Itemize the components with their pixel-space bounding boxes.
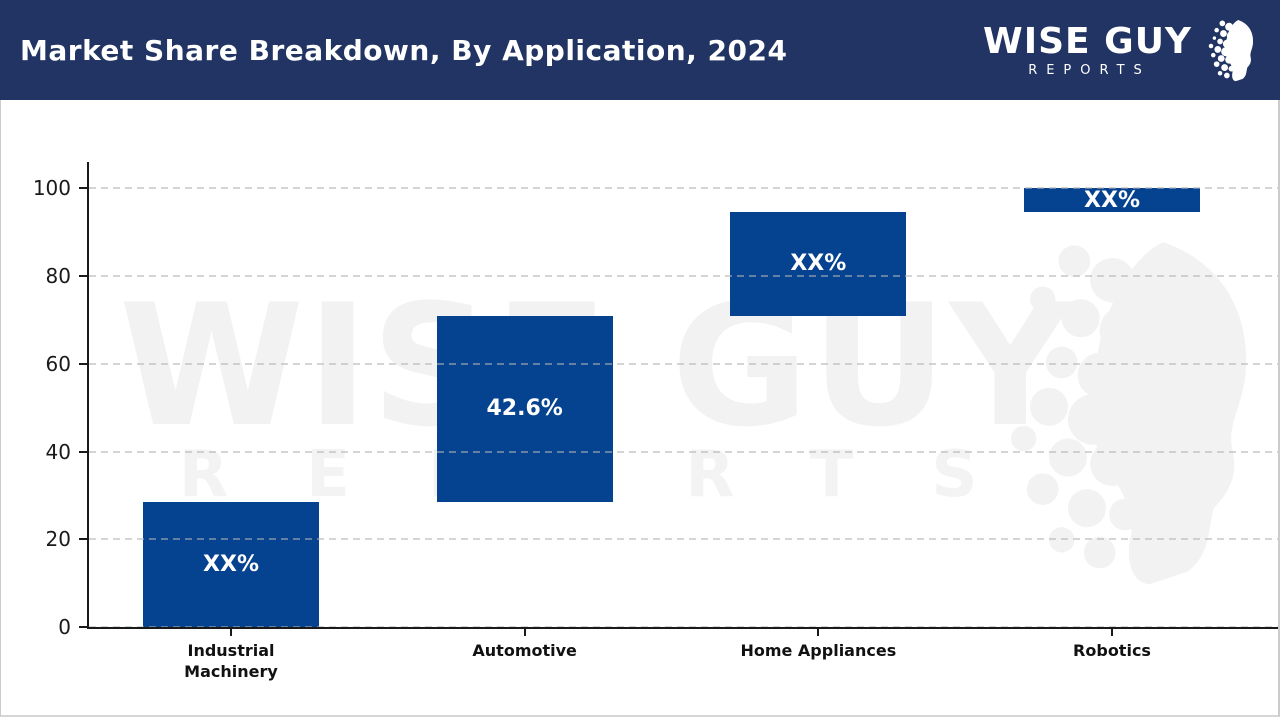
y-gridline — [89, 275, 1278, 278]
y-tick-label: 80 — [45, 264, 71, 289]
x-tick-mark — [1111, 629, 1113, 636]
brand-subname: REPORTS — [1028, 62, 1151, 78]
bar-segment: XX% — [1024, 187, 1200, 213]
y-tick-label: 0 — [58, 615, 71, 639]
y-gridline — [89, 450, 1278, 453]
bar-value-label: XX% — [790, 251, 847, 277]
x-axis-line — [87, 627, 1278, 629]
x-tick-mark — [523, 629, 526, 636]
y-tick-label: 60 — [45, 351, 71, 376]
y-tick-mark — [79, 450, 87, 453]
x-tick-mark — [817, 629, 820, 636]
y-gridline — [89, 362, 1278, 365]
y-gridline — [89, 187, 1278, 190]
bar-segment: XX% — [143, 502, 319, 627]
waterfall-chart: 0 20 40 60 80 100 XX% Industrial Machinery 42.6%… — [1, 100, 1278, 715]
y-tick-label: 100 — [32, 176, 71, 201]
bar-value-label: XX% — [1084, 187, 1140, 213]
y-tick-mark — [79, 362, 87, 365]
brand-logo: WISE GUY REPORTS — [983, 14, 1262, 86]
wise-guy-face-icon — [1208, 19, 1254, 82]
y-tick-mark — [79, 538, 87, 541]
y-tick-mark — [79, 187, 87, 190]
y-gridline — [89, 538, 1278, 541]
x-category-label: Industrial Machinery — [184, 641, 278, 681]
header-bar: Market Share Breakdown, By Application, … — [0, 0, 1280, 100]
chart-canvas: WISE GUY REPORTS 0 20 40 60 80 100 XX% Industri… — [0, 100, 1280, 717]
page-title: Market Share Breakdown, By Application, … — [20, 33, 788, 67]
brand-name: WISE GUY — [982, 20, 1192, 62]
bar-value-label: 42.6% — [486, 396, 563, 422]
y-tick-mark — [79, 275, 87, 278]
x-category-label: Robotics — [1073, 641, 1151, 660]
brand-logo-text: WISE GUY REPORTS — [982, 20, 1192, 78]
bar-value-label: XX% — [203, 552, 259, 578]
y-tick-label: 20 — [45, 527, 71, 552]
y-tick-label: 40 — [45, 439, 71, 464]
y-axis-line — [87, 162, 89, 629]
y-tick-mark — [79, 626, 87, 628]
x-tick-mark — [230, 629, 232, 636]
bar-segment: 42.6% — [436, 315, 613, 503]
bar-segment: XX% — [730, 212, 907, 316]
x-category-label: Home Appliances — [740, 641, 897, 660]
x-category-label: Automotive — [472, 641, 577, 660]
